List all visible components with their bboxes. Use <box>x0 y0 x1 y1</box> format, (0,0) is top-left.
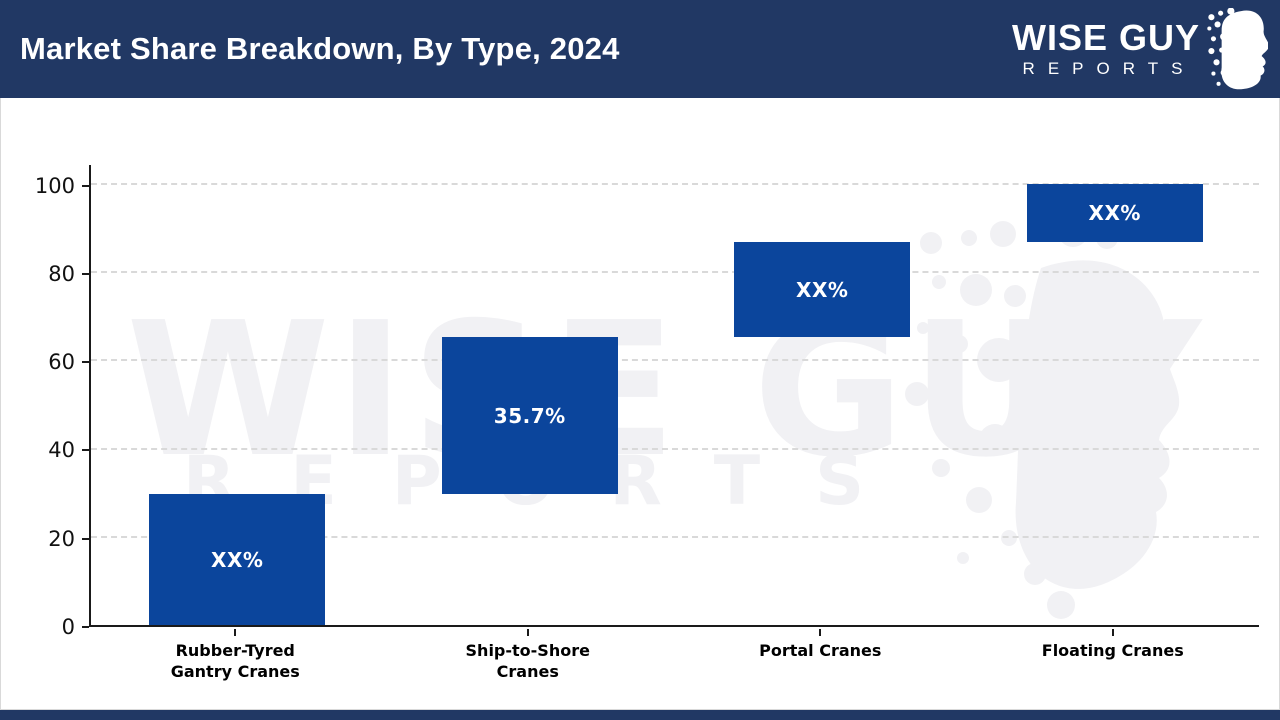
y-tick-label: 40 <box>48 438 75 463</box>
y-tick-mark <box>82 626 89 628</box>
y-tick-label: 100 <box>34 173 75 198</box>
footer-bar <box>0 710 1280 720</box>
y-tick-mark <box>82 537 89 540</box>
x-category-label: Rubber-Tyred Gantry Cranes <box>170 641 300 681</box>
logo-title: WISE GUY <box>1011 17 1200 59</box>
y-tick-mark <box>82 361 89 364</box>
y-tick-label: 80 <box>48 261 75 286</box>
waterfall-bar: 35.7% <box>441 336 618 495</box>
y-tick-label: 20 <box>48 526 75 551</box>
y-tick-label: 0 <box>61 615 75 639</box>
x-tick-mark <box>234 629 237 636</box>
wise-guy-logo: WISE GUY REPORTS <box>1012 8 1280 90</box>
gridline <box>91 182 1259 185</box>
header: Market Share Breakdown, By Type, 2024 WI… <box>0 0 1280 98</box>
x-category-label: Ship-to-Shore Cranes <box>465 641 590 681</box>
bar-value-label: XX% <box>211 547 264 572</box>
gridline <box>91 447 1259 450</box>
logo-face-icon <box>1207 8 1268 90</box>
waterfall-bar: XX% <box>149 494 326 625</box>
bar-value-label: XX% <box>1088 201 1141 226</box>
y-tick-label: 60 <box>48 350 75 375</box>
waterfall-bar: XX% <box>734 242 911 337</box>
x-category-label: Portal Cranes <box>759 641 882 660</box>
x-tick-mark <box>819 629 822 636</box>
page-title: Market Share Breakdown, By Type, 2024 <box>20 31 620 66</box>
x-category-label: Floating Cranes <box>1041 641 1184 660</box>
plot-area: XX% 35.7% XX% XX% <box>89 165 1259 627</box>
y-tick-mark <box>82 449 89 452</box>
logo-text: WISE GUY REPORTS <box>1012 19 1200 79</box>
bar-value-label: 35.7% <box>493 403 566 428</box>
bar-value-label: XX% <box>796 277 849 302</box>
watermark-face-icon <box>905 217 1180 619</box>
gridline <box>91 271 1259 273</box>
y-tick-mark <box>82 272 89 275</box>
x-tick-mark <box>1111 629 1114 636</box>
chart-area: WISE GUY REPORTS XX%35.7%XX%XX% 02040608… <box>0 98 1280 710</box>
y-tick-mark <box>82 184 89 187</box>
x-tick-mark <box>526 629 529 636</box>
waterfall-bar: XX% <box>1026 183 1203 243</box>
gridline <box>91 535 1259 538</box>
gridline <box>91 359 1259 362</box>
logo-subtitle: REPORTS <box>1022 58 1196 78</box>
